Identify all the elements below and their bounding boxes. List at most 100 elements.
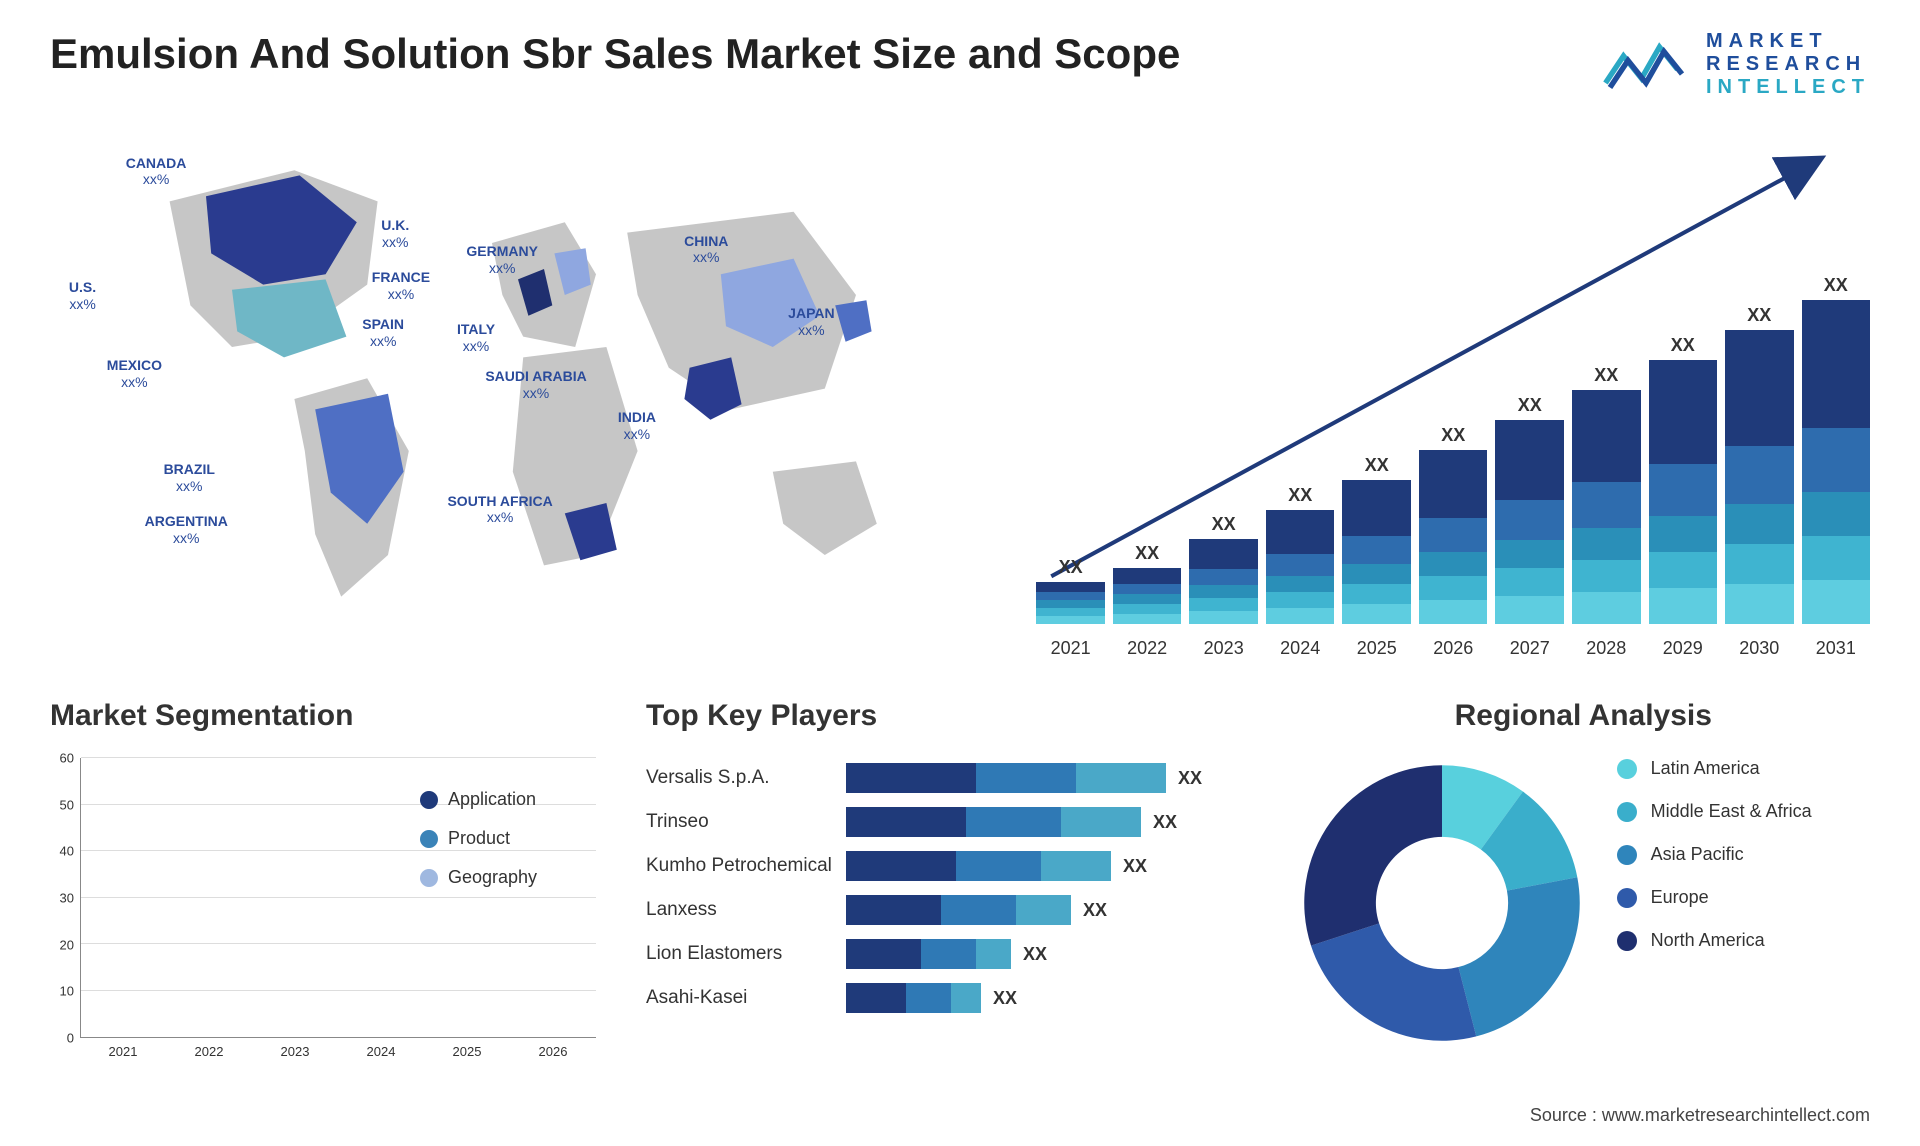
player-row: Trinseo XX (646, 802, 1247, 842)
seg-year-tick: 2025 (453, 1044, 482, 1059)
regional-legend-item: North America (1617, 930, 1812, 951)
donut-slice (1458, 877, 1579, 1036)
seg-year-tick: 2024 (367, 1044, 396, 1059)
forecast-value-label: XX (1365, 455, 1389, 476)
segmentation-panel: Market Segmentation 0 10 20 30 40 50 60 2021 20… (50, 699, 596, 1059)
seg-ytick: 0 (67, 1031, 74, 1046)
seg-ytick: 20 (60, 937, 74, 952)
forecast-year-tick: 2028 (1572, 638, 1641, 659)
map-label-italy: ITALYxx% (457, 321, 495, 355)
map-label-japan: JAPANxx% (788, 305, 834, 339)
donut-slice (1304, 765, 1442, 945)
regional-legend-item: Latin America (1617, 758, 1812, 779)
forecast-bar: XX (1572, 365, 1641, 624)
players-panel: Top Key Players Versalis S.p.A.XXTrinseo… (646, 699, 1247, 1059)
forecast-bar: XX (1649, 335, 1718, 624)
forecast-value-label: XX (1135, 543, 1159, 564)
world-map-panel: CANADAxx% U.S.xx% MEXICOxx% BRAZILxx% ARGENT… (50, 139, 996, 659)
player-name: Versalis S.p.A. (646, 767, 846, 789)
player-row: Asahi-KaseiXX (646, 978, 1247, 1018)
map-label-saudi-arabia: SAUDI ARABIAxx% (485, 368, 586, 402)
player-row: LanxessXX (646, 890, 1247, 930)
player-bar (846, 939, 1011, 969)
forecast-value-label: XX (1671, 335, 1695, 356)
map-label-canada: CANADAxx% (126, 155, 187, 189)
player-name: Lanxess (646, 899, 846, 921)
forecast-value-label: XX (1441, 425, 1465, 446)
map-label-mexico: MEXICOxx% (107, 357, 162, 391)
seg-legend-item: Product (420, 828, 537, 849)
page-title: Emulsion And Solution Sbr Sales Market S… (50, 30, 1180, 78)
map-label-france: FRANCExx% (372, 269, 430, 303)
map-label-china: CHINAxx% (684, 233, 728, 267)
logo-text: MARKET RESEARCH INTELLECT (1706, 30, 1870, 99)
player-name: Lion Elastomers (646, 943, 846, 965)
forecast-bar: XX (1725, 305, 1794, 624)
logo-icon (1601, 35, 1691, 95)
regional-donut-chart (1297, 758, 1587, 1048)
player-bar (846, 895, 1071, 925)
forecast-bar: XX (1266, 485, 1335, 624)
player-value-label: XX (993, 988, 1017, 1009)
seg-ytick: 40 (60, 844, 74, 859)
brand-logo: MARKET RESEARCH INTELLECT (1601, 30, 1870, 99)
seg-year-tick: 2023 (281, 1044, 310, 1059)
player-bar (846, 763, 1166, 793)
players-title: Top Key Players (646, 699, 1247, 733)
forecast-value-label: XX (1288, 485, 1312, 506)
player-value-label: XX (1023, 944, 1047, 965)
player-value-label: XX (1178, 768, 1202, 789)
map-label-argentina: ARGENTINAxx% (145, 513, 228, 547)
forecast-bar: XX (1419, 425, 1488, 624)
seg-year-tick: 2026 (539, 1044, 568, 1059)
player-row: Kumho PetrochemicalXX (646, 846, 1247, 886)
player-bar (846, 983, 981, 1013)
player-row: Lion Elastomers XX (646, 934, 1247, 974)
seg-legend-item: Geography (420, 867, 537, 888)
segmentation-title: Market Segmentation (50, 699, 596, 733)
regional-legend: Latin America Middle East & Africa Asia Pa… (1617, 758, 1812, 1048)
seg-ytick: 30 (60, 891, 74, 906)
regional-legend-item: Asia Pacific (1617, 844, 1812, 865)
forecast-year-tick: 2022 (1113, 638, 1182, 659)
seg-ytick: 10 (60, 984, 74, 999)
regional-legend-item: Middle East & Africa (1617, 801, 1812, 822)
forecast-value-label: XX (1059, 557, 1083, 578)
player-bar (846, 851, 1111, 881)
forecast-year-tick: 2029 (1649, 638, 1718, 659)
forecast-value-label: XX (1594, 365, 1618, 386)
forecast-year-tick: 2030 (1725, 638, 1794, 659)
forecast-value-label: XX (1824, 275, 1848, 296)
regional-legend-item: Europe (1617, 887, 1812, 908)
forecast-value-label: XX (1747, 305, 1771, 326)
forecast-year-tick: 2025 (1342, 638, 1411, 659)
seg-year-tick: 2021 (109, 1044, 138, 1059)
forecast-bar: XX (1342, 455, 1411, 624)
map-label-india: INDIAxx% (618, 409, 656, 443)
map-label-germany: GERMANYxx% (466, 243, 538, 277)
forecast-value-label: XX (1212, 514, 1236, 535)
forecast-year-tick: 2026 (1419, 638, 1488, 659)
forecast-year-tick: 2023 (1189, 638, 1258, 659)
map-label-brazil: BRAZILxx% (164, 461, 215, 495)
map-label-spain: SPAINxx% (362, 316, 404, 350)
player-value-label: XX (1123, 856, 1147, 877)
map-label-u-s-: U.S.xx% (69, 279, 96, 313)
player-row: Versalis S.p.A. XX (646, 758, 1247, 798)
forecast-bar: XX (1495, 395, 1564, 624)
forecast-value-label: XX (1518, 395, 1542, 416)
forecast-chart: XXXXXXXXXXXXXXXXXXXXXX 20212022202320242… (1036, 139, 1870, 659)
forecast-bar: XX (1189, 514, 1258, 624)
seg-legend-item: Application (420, 789, 537, 810)
forecast-year-tick: 2024 (1266, 638, 1335, 659)
regional-panel: Regional Analysis Latin America Middle Ea… (1297, 699, 1870, 1059)
seg-year-tick: 2022 (195, 1044, 224, 1059)
seg-ytick: 60 (60, 751, 74, 766)
forecast-year-tick: 2027 (1495, 638, 1564, 659)
player-name: Trinseo (646, 811, 846, 833)
forecast-year-tick: 2031 (1802, 638, 1871, 659)
player-value-label: XX (1153, 812, 1177, 833)
seg-ytick: 50 (60, 797, 74, 812)
regional-title: Regional Analysis (1297, 699, 1870, 733)
source-attribution: Source : www.marketresearchintellect.com (1530, 1105, 1870, 1126)
